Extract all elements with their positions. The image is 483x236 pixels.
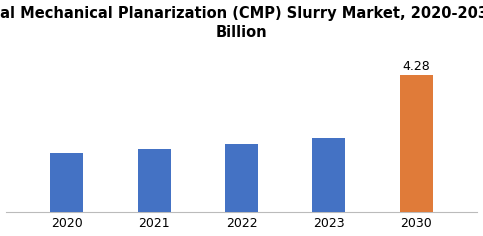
- Bar: [225, 144, 258, 212]
- Text: 4.28: 4.28: [402, 60, 430, 73]
- Bar: [399, 75, 433, 212]
- Bar: [138, 149, 170, 212]
- Bar: [313, 138, 345, 212]
- Title: Chemical Mechanical Planarization (CMP) Slurry Market, 2020-2030, USD
Billion: Chemical Mechanical Planarization (CMP) …: [0, 6, 483, 40]
- Bar: [50, 153, 84, 212]
